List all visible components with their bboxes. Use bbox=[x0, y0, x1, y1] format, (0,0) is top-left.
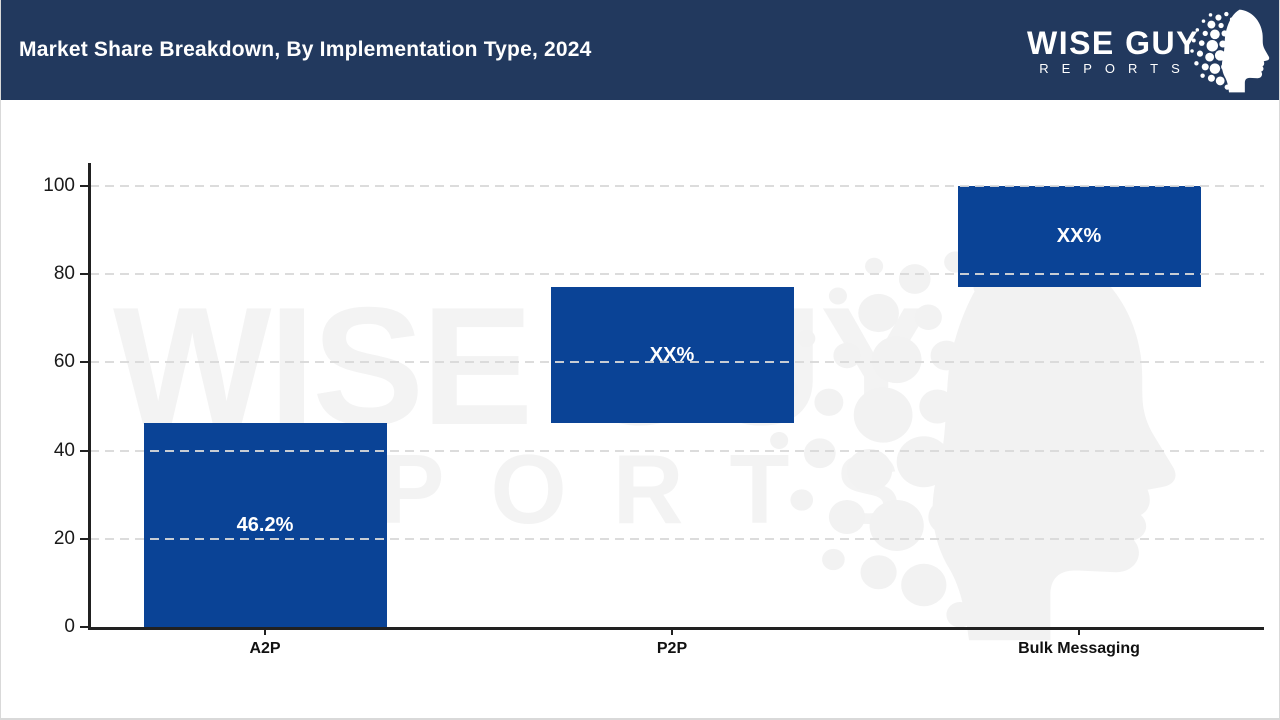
y-tick-mark bbox=[80, 626, 88, 628]
x-tick-label: P2P bbox=[656, 640, 688, 657]
y-tick-label: 60 bbox=[53, 351, 75, 373]
y-tick-mark bbox=[80, 537, 88, 540]
y-tick-label: 40 bbox=[53, 439, 75, 461]
y-tick-label: 20 bbox=[53, 527, 75, 549]
header-band: Market Share Breakdown, By Implementatio… bbox=[1, 0, 1279, 100]
y-tick-mark bbox=[80, 185, 88, 187]
gridline bbox=[90, 361, 1264, 364]
bar-p2p: XX% bbox=[550, 286, 794, 424]
logo-subtitle: REPORTS bbox=[1039, 61, 1193, 76]
y-tick-label: 100 bbox=[43, 175, 75, 196]
wiseguy-logo: WISE GUY REPORTS bbox=[1027, 6, 1273, 96]
bar-bulk-messaging: XX% bbox=[957, 186, 1201, 287]
x-tick-label: A2P bbox=[249, 640, 281, 657]
x-tick-mark bbox=[1078, 628, 1080, 635]
chart-area: WISE GUY REPORTS 46.2% A2P XX% P2P XX% Bulk M… bbox=[1, 100, 1279, 718]
x-tick-label: Bulk Messaging bbox=[1018, 640, 1140, 657]
chart-title: Market Share Breakdown, By Implementatio… bbox=[19, 38, 592, 61]
gridline bbox=[90, 185, 1264, 187]
logo-wordmark: WISE GUY bbox=[1026, 25, 1199, 61]
bottom-border bbox=[1, 718, 1279, 720]
gridline bbox=[90, 537, 1264, 540]
logo-text: WISE GUY REPORTS bbox=[1027, 27, 1199, 75]
bar-value-label: XX% bbox=[1056, 224, 1102, 247]
y-tick-mark bbox=[80, 361, 88, 364]
y-tick-mark bbox=[80, 449, 88, 452]
bar-value-label: 46.2% bbox=[236, 513, 294, 536]
bar-a2p: 46.2% bbox=[143, 423, 387, 627]
gridline bbox=[90, 273, 1264, 276]
x-axis-line bbox=[88, 627, 1264, 630]
y-axis-line bbox=[88, 163, 91, 630]
x-tick-mark bbox=[671, 628, 673, 635]
y-tick-mark bbox=[80, 273, 88, 276]
y-tick-label: 0 bbox=[64, 616, 75, 637]
gridline bbox=[90, 449, 1264, 452]
x-tick-mark bbox=[264, 628, 266, 635]
y-tick-label: 80 bbox=[53, 263, 75, 285]
watermark-text-line1: WISE GUY bbox=[113, 272, 932, 460]
bar-value-label: XX% bbox=[649, 343, 695, 366]
